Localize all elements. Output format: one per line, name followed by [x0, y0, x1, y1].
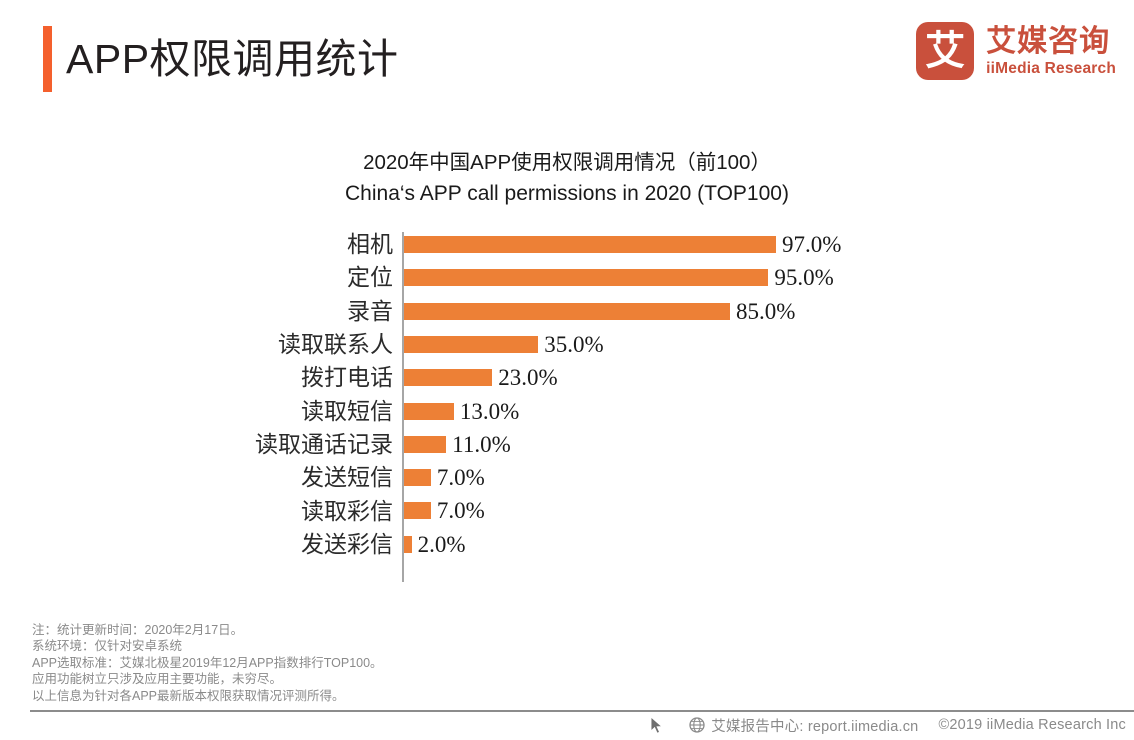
bar-value-label: 97.0%	[782, 232, 842, 257]
page-footer: 艾媒报告中心: report.iimedia.cn ©2019 iiMedia …	[689, 713, 1126, 737]
bar-segment	[404, 435, 447, 453]
chart-title-block: 2020年中国APP使用权限调用情况（前100） China‘s APP cal…	[0, 148, 1134, 210]
bar-row: 定位 95.0%	[0, 261, 1134, 294]
chart-title-cn: 2020年中国APP使用权限调用情况（前100）	[363, 151, 771, 174]
bar-row: 发送彩信 2.0%	[0, 528, 1134, 561]
bar-category-label: 录音	[347, 297, 393, 324]
bar-category-label: 读取联系人	[278, 331, 393, 358]
bar-with-value: 13.0%	[404, 398, 520, 424]
bar-with-value: 23.0%	[404, 365, 558, 391]
bar-value-label: 11.0%	[452, 431, 511, 457]
bar-category-label: 定位	[347, 264, 393, 291]
bar-row: 读取彩信 7.0%	[0, 494, 1134, 527]
bar-category-label: 读取短信	[301, 397, 393, 424]
bar-with-value: 7.0%	[404, 465, 485, 491]
bar-with-value: 97.0%	[404, 232, 842, 257]
bar-value-label: 2.0%	[417, 531, 466, 557]
bar-category-label: 读取通话记录	[255, 430, 393, 457]
bar-row: 录音 85.0%	[0, 295, 1134, 328]
footer-text-en: ©2019 iiMedia Research Inc	[938, 717, 1126, 733]
bar-with-value: 2.0%	[404, 531, 466, 557]
bar-with-value: 7.0%	[404, 498, 485, 524]
bar-value-label: 7.0%	[436, 498, 485, 524]
footnote-line: APP选取标准：艾媒北极星2019年12月APP指数排行TOP100。	[32, 655, 383, 670]
page-title: APP权限调用统计	[66, 36, 399, 82]
chart-axis-line	[402, 232, 404, 582]
bar-row: 读取通话记录 11.0%	[0, 428, 1134, 461]
footer-text-cn[interactable]: 艾媒报告中心: report.iimedia.cn	[711, 718, 919, 735]
chart-title-en: China‘s APP call permissions in 2020 (TO…	[345, 182, 789, 205]
bar-with-value: 85.0%	[404, 298, 796, 324]
bar-segment	[404, 302, 730, 320]
bar-value-label: 35.0%	[544, 331, 604, 357]
bar-row: 读取短信 13.0%	[0, 395, 1134, 428]
bar-value-label: 7.0%	[436, 465, 485, 491]
bar-segment	[404, 369, 493, 387]
bar-row: 发送短信 7.0%	[0, 461, 1134, 494]
bar-category-label: 发送短信	[301, 464, 393, 491]
footnote-line: 注：统计更新时间：2020年2月17日。	[32, 623, 244, 637]
footer-divider	[30, 710, 1134, 712]
bar-segment	[404, 502, 431, 520]
bar-with-value: 35.0%	[404, 331, 604, 357]
footnote-line: 系统环境：仅针对安卓系统	[32, 639, 183, 654]
bar-row: 相机 97.0%	[0, 228, 1134, 261]
bar-value-label: 85.0%	[735, 298, 796, 324]
bar-value-label: 23.0%	[498, 365, 558, 391]
footnote-line: 以上信息为针对各APP最新版本权限获取情况评测所得。	[32, 688, 345, 703]
bar-chart: 相机 97.0% 定位 95.0% 录音 85.0% 读取联系人 35.0% 拨打电话 23.0%…	[0, 228, 1134, 583]
title-accent-bar	[43, 26, 52, 92]
bar-segment	[404, 535, 412, 553]
bar-with-value: 11.0%	[404, 431, 511, 457]
bar-with-value: 95.0%	[404, 265, 834, 291]
mouse-cursor	[650, 716, 664, 735]
bar-segment	[404, 236, 776, 253]
bar-segment	[404, 469, 431, 487]
logo-mark-icon: 艾	[916, 22, 975, 80]
logo-name-cn: 艾媒咨询	[986, 24, 1111, 58]
bar-row: 拨打电话 23.0%	[0, 361, 1134, 394]
footnotes-block: 注：统计更新时间：2020年2月17日。 系统环境：仅针对安卓系统 APP选取标准：…	[32, 622, 732, 704]
bar-segment	[404, 402, 454, 420]
brand-logo: 艾 艾媒咨询 iiMedia Research	[916, 22, 1116, 80]
bar-category-label: 相机	[347, 231, 393, 258]
footnote-line: 应用功能树立只涉及应用主要功能，未穷尽。	[32, 672, 283, 687]
bar-value-label: 95.0%	[774, 265, 834, 291]
bar-category-label: 发送彩信	[301, 530, 393, 557]
bar-category-label: 拨打电话	[301, 364, 393, 391]
bar-value-label: 13.0%	[459, 398, 520, 424]
bar-segment	[404, 269, 769, 287]
bar-category-label: 读取彩信	[301, 497, 393, 524]
bar-segment	[404, 335, 539, 353]
bar-row: 读取联系人 35.0%	[0, 328, 1134, 361]
globe-icon	[689, 717, 705, 733]
logo-text: 艾媒咨询 iiMedia Research	[986, 25, 1116, 78]
page-header: APP权限调用统计 艾 艾媒咨询 iiMedia Research	[0, 0, 1134, 112]
logo-name-en: iiMedia Research	[986, 59, 1116, 77]
